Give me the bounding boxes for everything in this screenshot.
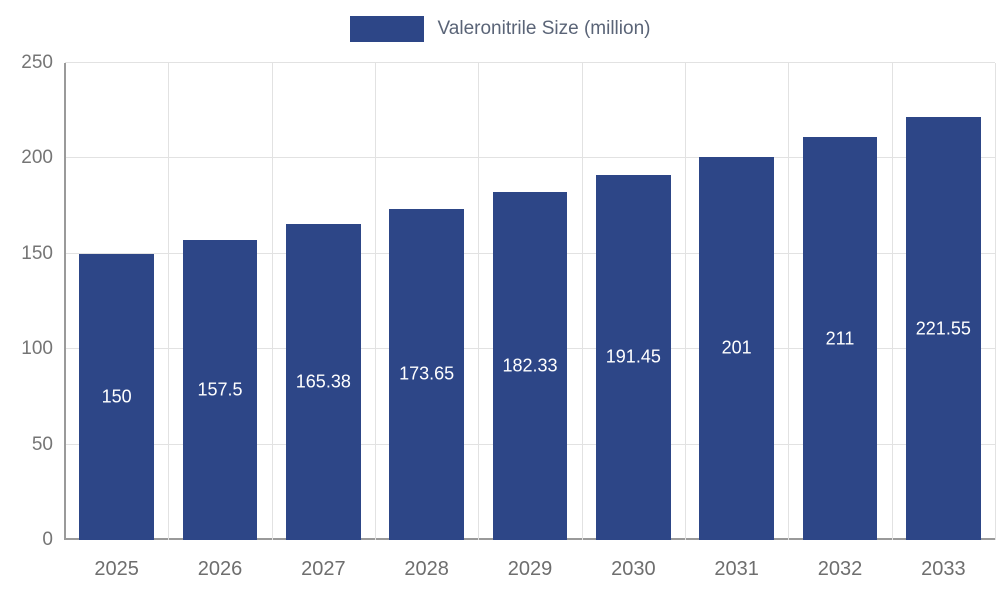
bar-2032: 211 [802,137,878,540]
y-axis-tick-label: 100 [21,338,53,360]
bar-2029: 182.33 [492,192,568,540]
v-gridline [788,63,790,540]
bar-value-label: 157.5 [197,379,243,400]
v-gridline [891,63,893,540]
plot-area: 0 50 100 150 200 250 150 157.5 165.38 173.65 182.3… [21,52,996,550]
legend[interactable]: Valeronitrile Size (million) [0,14,1000,44]
bar-value-label: 221.55 [915,318,971,339]
bar-value-label: 211 [825,328,855,349]
bar-2033: 221.55 [906,117,981,540]
y-axis-line [64,63,66,540]
x-axis-tick-label: 2027 [301,558,346,580]
bar-value-label: 201 [721,337,752,358]
x-axis-tick-label: 2029 [507,558,553,580]
v-gridline [581,63,583,540]
x-axis-tick-label: 2031 [714,558,759,580]
bar-2031: 201 [699,156,774,540]
bar-2028: 173.65 [389,208,464,540]
legend-swatch-icon [349,16,424,42]
h-gridline [65,157,995,159]
y-axis-tick-label: 250 [21,52,53,73]
y-axis-tick-label: 150 [21,242,53,264]
bar-value-label: 173.65 [399,363,455,384]
y-axis-tick-label: 50 [31,433,53,455]
bar-2027: 165.38 [286,224,361,540]
v-gridline [478,63,480,540]
x-axis-tick-label: 2033 [921,558,966,580]
v-gridline [995,63,996,540]
v-gridline [271,63,273,540]
x-axis-tick-label: 2026 [197,558,243,580]
x-axis-tick-label: 2028 [404,558,449,580]
v-gridline [374,63,376,540]
y-axis-tick-label: 200 [21,147,53,169]
bar-value-label: 150 [101,386,132,407]
v-gridline [168,63,170,540]
bar-2026: 157.5 [182,239,258,540]
bar-2025: 150 [79,253,154,540]
bar-value-label: 182.33 [502,355,558,376]
x-axis-tick-label: 2025 [94,558,139,580]
bar-value-label: 165.38 [295,371,351,392]
x-axis: 2025 2026 2027 2028 2029 2030 2031 2032 2033 [65,552,995,586]
x-axis-tick-label: 2030 [611,558,656,580]
bar-value-label: 191.45 [605,346,661,367]
legend-label: Valeronitrile Size (million) [437,18,651,39]
x-axis-tick-label: 2032 [817,558,863,580]
h-gridline [65,62,995,63]
bar-2030: 191.45 [596,174,671,540]
y-axis-tick-label: 0 [42,529,53,550]
v-gridline [684,63,686,540]
